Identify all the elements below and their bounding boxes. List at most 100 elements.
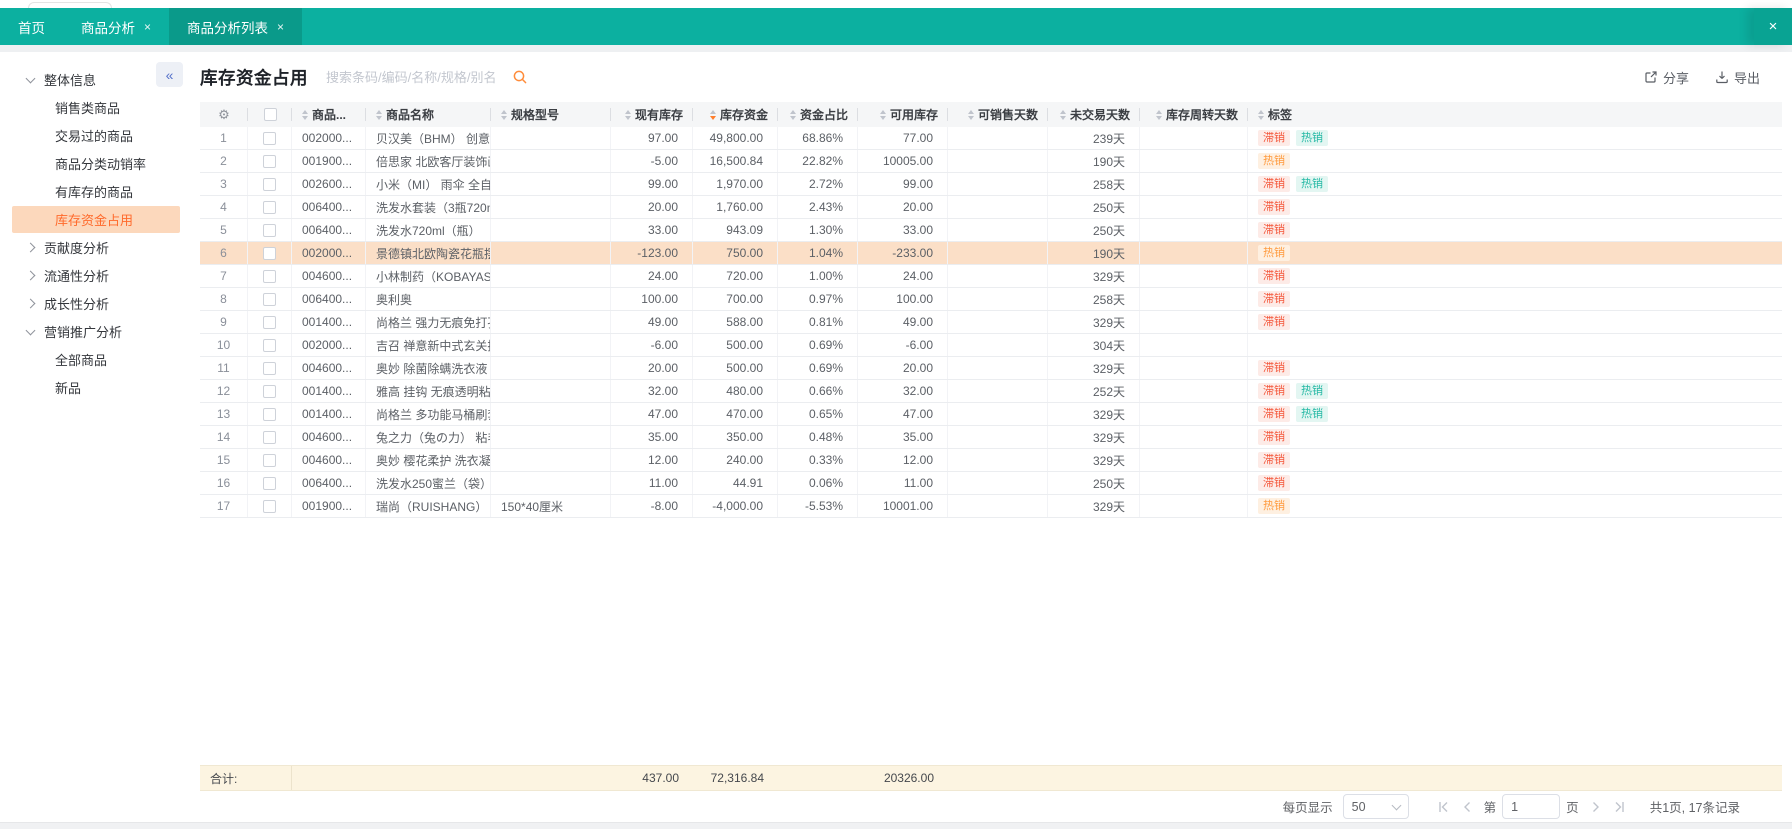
column-header-spec[interactable]: 规格型号 xyxy=(491,102,611,127)
search-icon[interactable] xyxy=(512,69,528,85)
sort-asc-icon[interactable] xyxy=(789,109,796,114)
sort-asc-icon[interactable] xyxy=(879,109,886,114)
prev-page-icon[interactable] xyxy=(1462,801,1472,813)
column-header-code[interactable]: 商品... xyxy=(292,102,366,127)
column-header-stock[interactable]: 现有库存 xyxy=(611,102,693,127)
row-checkbox[interactable] xyxy=(263,269,276,283)
window-close-button[interactable]: × xyxy=(1754,8,1792,45)
sort-asc-icon[interactable] xyxy=(967,109,974,114)
sidebar-item[interactable]: 成长性分析 xyxy=(0,290,195,317)
row-checkbox[interactable] xyxy=(263,200,276,214)
sort-asc-icon[interactable] xyxy=(1059,109,1066,114)
row-checkbox[interactable] xyxy=(263,246,276,260)
tab-close-icon[interactable]: × xyxy=(277,19,285,34)
row-checkbox[interactable] xyxy=(263,453,276,467)
sidebar-item[interactable]: 贡献度分析 xyxy=(0,234,195,261)
sidebar-item[interactable]: 交易过的商品 xyxy=(0,122,195,149)
tab-首页[interactable]: 首页 xyxy=(0,8,63,45)
row-checkbox[interactable] xyxy=(263,177,276,191)
sort-desc-icon[interactable] xyxy=(789,115,796,120)
table-row[interactable]: 17 001900...瑞尚（RUISHANG） 卧室装150*40厘米-8.00… xyxy=(200,495,1782,518)
sort-carets-icon[interactable] xyxy=(789,109,796,120)
last-page-icon[interactable] xyxy=(1613,801,1626,813)
sidebar-collapse-button[interactable]: « xyxy=(156,62,183,87)
gear-icon[interactable]: ⚙ xyxy=(218,106,230,122)
sort-desc-icon[interactable] xyxy=(1258,115,1264,120)
column-header-sell[interactable]: 可销售天数 xyxy=(948,102,1048,127)
first-page-icon[interactable] xyxy=(1437,801,1450,813)
sort-asc-icon[interactable] xyxy=(1258,109,1264,114)
sort-asc-icon[interactable] xyxy=(376,109,382,114)
sort-carets-icon[interactable] xyxy=(1258,109,1264,120)
column-header-notrade[interactable]: 未交易天数 xyxy=(1048,102,1140,127)
row-checkbox[interactable] xyxy=(263,223,276,237)
sort-carets-icon[interactable] xyxy=(302,109,308,120)
select-all-checkbox[interactable] xyxy=(263,108,277,121)
table-row[interactable]: 4006400...洗发水套装（3瓶720ml+1瓶20.001,760.002… xyxy=(200,196,1782,219)
sort-desc-icon[interactable] xyxy=(879,115,886,120)
sort-desc-icon[interactable] xyxy=(967,115,974,120)
export-button[interactable]: 导出 xyxy=(1715,68,1760,87)
sort-carets-icon[interactable] xyxy=(501,109,507,120)
row-checkbox[interactable] xyxy=(263,338,276,352)
sort-carets-icon[interactable] xyxy=(1059,109,1066,120)
sidebar-item[interactable]: 库存资金占用 xyxy=(12,206,180,233)
tab-商品分析列表[interactable]: 商品分析列表 × xyxy=(169,8,303,45)
search-input[interactable] xyxy=(326,69,504,85)
sidebar-item[interactable]: 整体信息 xyxy=(0,66,195,93)
sort-carets-icon[interactable] xyxy=(1155,109,1162,120)
row-checkbox[interactable] xyxy=(263,430,276,444)
row-checkbox[interactable] xyxy=(263,361,276,375)
tab-close-icon[interactable]: × xyxy=(144,19,152,34)
sort-asc-icon[interactable] xyxy=(1155,109,1162,114)
sort-desc-icon[interactable] xyxy=(501,115,507,120)
column-settings-header[interactable]: ⚙ xyxy=(200,102,248,127)
table-row[interactable]: 11 004600... 奥妙 除菌除螨洗衣液 20.00 500.00 0.69% 20.… xyxy=(200,357,1782,380)
tab-商品分析[interactable]: 商品分析 × xyxy=(63,8,169,45)
table-row[interactable]: 6 002000...景德镇北欧陶瓷花瓶摆件 优 -123.00750.001.04… xyxy=(200,242,1782,265)
column-header-turn[interactable]: 库存周转天数 xyxy=(1140,102,1248,127)
sidebar-item[interactable]: 全部商品 xyxy=(0,346,195,373)
page-number-input[interactable] xyxy=(1502,794,1561,819)
select-all-header[interactable] xyxy=(248,102,292,127)
sort-carets-icon[interactable] xyxy=(624,109,631,120)
row-checkbox[interactable] xyxy=(263,384,276,398)
sort-asc-icon[interactable] xyxy=(624,109,631,114)
row-checkbox[interactable] xyxy=(263,499,276,513)
column-header-funds[interactable]: 库存资金 xyxy=(693,102,778,127)
table-row[interactable]: 8 006400... 奥利奥 100.00 700.00 0.97% 100.00 258天… xyxy=(200,288,1782,311)
row-checkbox[interactable] xyxy=(263,131,276,145)
sort-asc-icon[interactable] xyxy=(302,109,308,114)
sidebar-item[interactable]: 营销推广分析 xyxy=(0,318,195,345)
row-checkbox[interactable] xyxy=(263,154,276,168)
sort-desc-icon[interactable] xyxy=(1155,115,1162,120)
column-header-ratio[interactable]: 资金占比 xyxy=(778,102,858,127)
column-header-name[interactable]: 商品名称 xyxy=(366,102,491,127)
table-row[interactable]: 16 006400... 洗发水250蜜兰（袋） 11.00 44.91 0.06% 11.… xyxy=(200,472,1782,495)
share-button[interactable]: 分享 xyxy=(1644,68,1689,87)
sort-desc-icon[interactable] xyxy=(376,115,382,120)
sort-asc-icon[interactable] xyxy=(501,109,507,114)
table-row[interactable]: 1 002000...贝汉美（BHM） 创意北欧客 97.0049,800.0068… xyxy=(200,127,1782,150)
row-checkbox[interactable] xyxy=(263,476,276,490)
sort-carets-icon[interactable] xyxy=(709,109,716,120)
row-checkbox[interactable] xyxy=(263,292,276,306)
row-checkbox[interactable] xyxy=(263,315,276,329)
next-page-icon[interactable] xyxy=(1591,801,1601,813)
row-checkbox[interactable] xyxy=(263,407,276,421)
table-row[interactable]: 2 001900...倍思家 北欧客厅装饰画卧室 -5.0016,500.8422.… xyxy=(200,150,1782,173)
sort-desc-icon[interactable] xyxy=(709,115,716,120)
sort-desc-icon[interactable] xyxy=(624,115,631,120)
sort-desc-icon[interactable] xyxy=(1059,115,1066,120)
per-page-select[interactable]: 50 xyxy=(1342,794,1409,819)
sort-carets-icon[interactable] xyxy=(879,109,886,120)
column-header-avail[interactable]: 可用库存 xyxy=(858,102,948,127)
sidebar-item[interactable]: 销售类商品 xyxy=(0,94,195,121)
